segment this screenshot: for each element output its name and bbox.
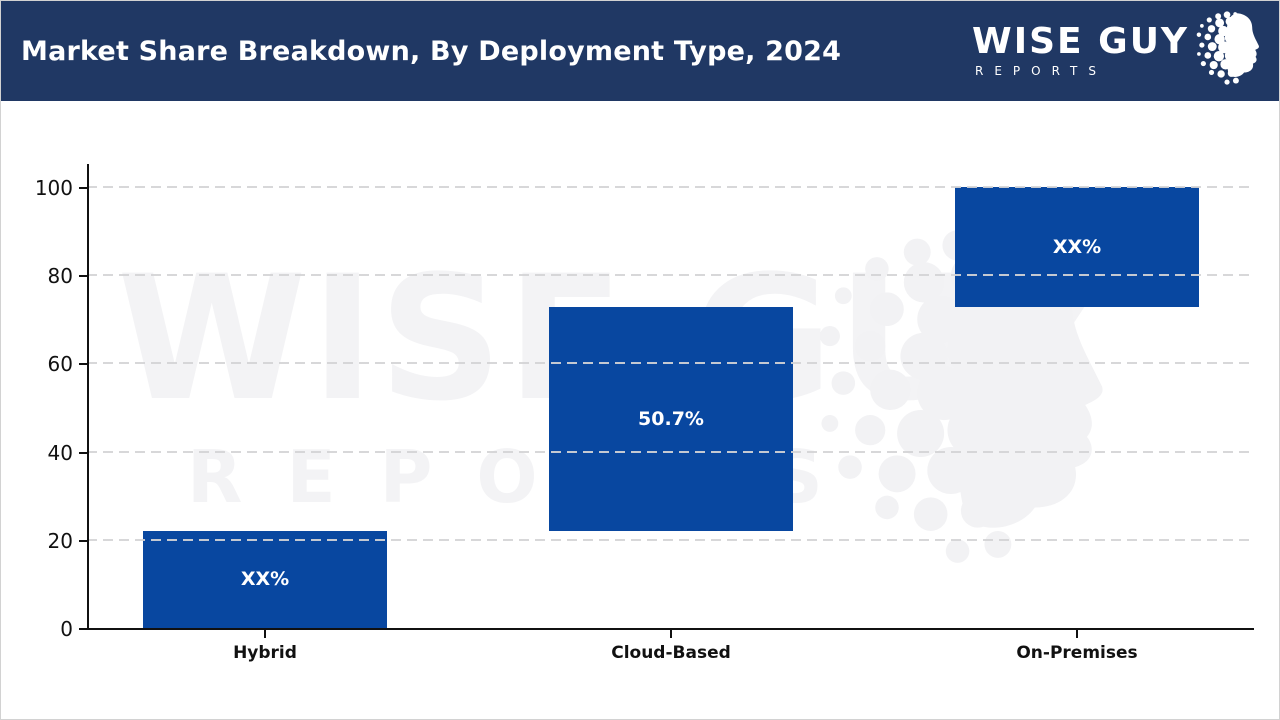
bar-label-hybrid: XX% [240,568,290,591]
gridline-20 [87,538,1254,541]
logo-text: WISE GUY REPORTS [971,21,1189,79]
bar-on-premises [955,187,1199,308]
y-tick-100 [79,187,87,189]
x-tick-cloud-based [670,630,672,638]
logo-subtitle: REPORTS [974,64,1107,78]
y-tick-60 [79,363,87,366]
x-axis-line [87,628,1254,630]
page-title: Market Share Breakdown, By Deployment Ty… [21,35,842,67]
bar-hybrid [143,530,387,628]
x-tick-hybrid [264,630,266,638]
y-tick-label: 40 [47,440,73,465]
gridline-100 [87,186,1254,188]
bar-cloud-based [549,307,793,531]
y-tick-label: 0 [60,617,73,641]
y-tick-label: 80 [47,264,73,289]
y-tick-40 [79,451,87,454]
y-tick-label: 60 [47,352,73,377]
gridline-80 [87,274,1254,277]
x-axis-category-label-cloud-based: Cloud-Based [611,643,731,663]
logo-face-icon [1196,11,1259,85]
bar-label-cloud-based: 50.7% [638,408,704,431]
header: Market Share Breakdown, By Deployment Ty… [1,1,1279,101]
y-tick-label: 100 [34,176,73,200]
x-tick-on-premises [1076,630,1078,638]
logo-wordmark: WISE GUY [971,21,1189,62]
x-axis-category-label-on-premises: On-Premises [1016,643,1138,663]
bar-label-on-premises: XX% [1052,236,1102,259]
gridline-60 [87,362,1254,365]
logo: WISE GUY REPORTS [972,9,1267,93]
y-tick-0 [79,628,87,630]
x-axis-category-label-hybrid: Hybrid [233,643,297,663]
y-tick-80 [79,275,87,278]
y-axis-line [87,164,89,630]
y-tick-20 [79,539,87,542]
y-tick-label: 20 [47,528,73,553]
gridline-40 [87,450,1254,453]
